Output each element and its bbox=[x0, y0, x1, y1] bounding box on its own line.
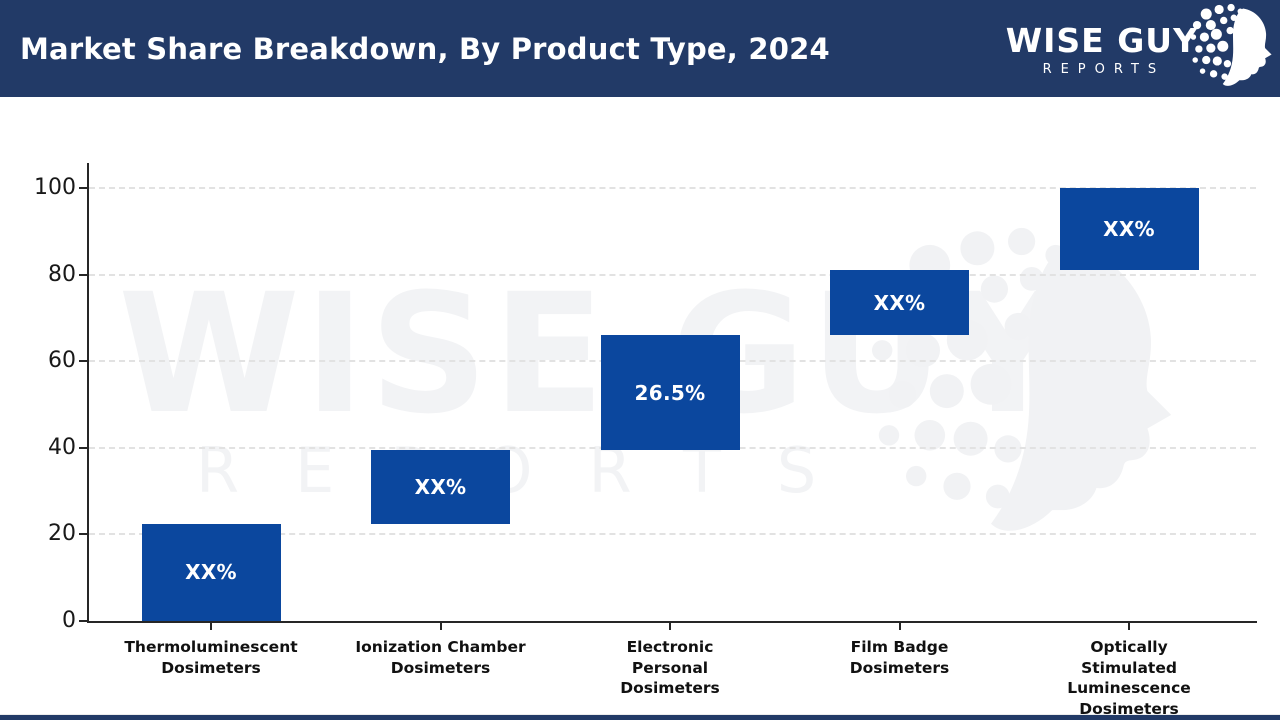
page-title: Market Share Breakdown, By Product Type,… bbox=[20, 31, 830, 66]
footer-accent-strip bbox=[0, 715, 1280, 720]
x-tick-mark bbox=[439, 622, 442, 630]
y-axis-line bbox=[87, 163, 89, 623]
bar-segment-5: XX% bbox=[1059, 188, 1199, 271]
y-tick-mark bbox=[79, 620, 88, 622]
y-tick-mark bbox=[79, 360, 88, 363]
gridline-y-100 bbox=[89, 187, 1256, 189]
brand-subname: REPORTS bbox=[1042, 61, 1166, 77]
x-category-label: Ionization Chamber Dosimeters bbox=[355, 638, 526, 677]
brand-logo-text: WISE GUY REPORTS bbox=[1006, 21, 1198, 77]
y-tick-mark bbox=[79, 533, 88, 536]
y-tick-label: 80 bbox=[48, 261, 76, 287]
footer-divider bbox=[0, 714, 1280, 715]
watermark-brand-subname: REPORTS bbox=[196, 434, 873, 507]
header-bar: Market Share Breakdown, By Product Type,… bbox=[0, 0, 1280, 97]
x-tick-mark bbox=[1128, 622, 1130, 630]
x-category-label: Film Badge Dosimeters bbox=[849, 638, 950, 677]
brand-logo: WISE GUY REPORTS bbox=[1006, 0, 1280, 97]
y-tick-label: 40 bbox=[48, 434, 76, 460]
x-category-label: Thermoluminescent Dosimeters bbox=[124, 638, 298, 677]
x-tick-mark bbox=[210, 622, 212, 630]
x-category-label: Optically Stimulated Luminescence Dosime… bbox=[1067, 638, 1191, 718]
bar-value-label: XX% bbox=[1103, 217, 1155, 242]
y-tick-mark bbox=[79, 273, 88, 276]
y-tick-mark bbox=[79, 187, 88, 189]
x-category-label: Electronic Personal Dosimeters bbox=[620, 638, 720, 697]
x-axis-line bbox=[87, 621, 1257, 623]
x-tick-mark bbox=[669, 622, 671, 630]
bar-segment-4: XX% bbox=[830, 270, 969, 336]
bar-value-label: XX% bbox=[414, 474, 467, 499]
y-tick-label: 20 bbox=[48, 521, 76, 547]
bar-segment-1: XX% bbox=[141, 523, 281, 621]
gridline-y-80 bbox=[89, 273, 1256, 276]
y-tick-label: 60 bbox=[48, 348, 76, 374]
x-tick-mark bbox=[898, 622, 901, 630]
head-profile-dots-icon bbox=[1190, 3, 1272, 86]
bar-segment-3: 26.5% bbox=[600, 335, 740, 450]
brand-name: WISE GUY bbox=[1005, 20, 1198, 60]
bar-segment-2: XX% bbox=[371, 449, 510, 524]
y-tick-label: 100 bbox=[34, 175, 76, 200]
bar-value-label: XX% bbox=[873, 290, 926, 315]
gridline-y-20 bbox=[89, 533, 1256, 536]
chart-plot-area: 0 20 40 60 80 100 XX% Thermoluminescent Dosimet… bbox=[0, 97, 1280, 720]
bar-value-label: 26.5% bbox=[634, 380, 706, 405]
y-tick-mark bbox=[79, 446, 88, 449]
y-tick-label: 0 bbox=[62, 608, 76, 633]
bar-value-label: XX% bbox=[185, 560, 237, 585]
